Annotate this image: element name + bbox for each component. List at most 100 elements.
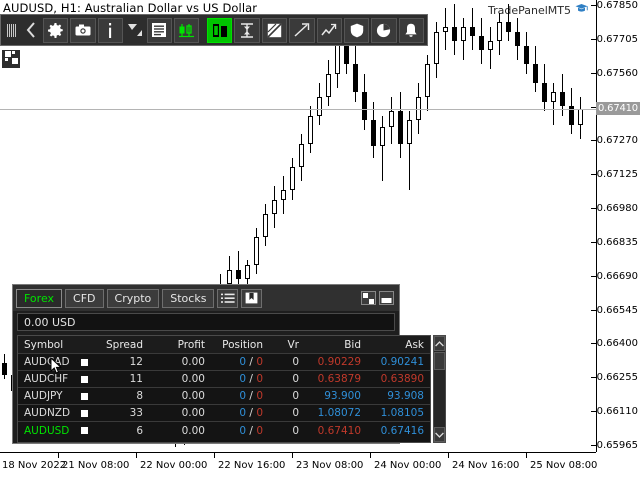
settings-button[interactable] <box>42 17 69 43</box>
candle-body <box>452 27 457 41</box>
grip-icon[interactable] <box>3 19 21 41</box>
candle <box>551 0 560 452</box>
time-axis[interactable]: 18 Nov 2022 21 Nov 08:00 22 Nov 00:00 22 No… <box>0 452 597 480</box>
candle-wick <box>238 251 239 289</box>
cell-position: 0 / 0 <box>239 407 263 419</box>
scroll-down-arrow[interactable] <box>434 427 445 442</box>
symbol-toggle-box[interactable] <box>81 409 88 417</box>
candle <box>434 0 443 452</box>
cell-symbol[interactable]: AUDJPY <box>18 390 94 402</box>
list-view-button[interactable] <box>217 288 239 308</box>
price-tick: 0.66400 <box>590 339 638 349</box>
screenshot-button[interactable] <box>70 17 96 43</box>
price-tick: 0.67125 <box>590 170 638 180</box>
candle <box>308 0 317 452</box>
candlestick-button[interactable] <box>173 17 200 43</box>
table-row[interactable]: AUDCHF 11 0.00 0 / 0 0 0.63879 0.63890 <box>18 371 430 388</box>
table-row[interactable]: AUDJPY 8 0.00 0 / 0 0 93.900 93.908 <box>18 388 430 405</box>
list-button[interactable] <box>146 17 172 43</box>
symbol-toggle-box[interactable] <box>81 392 88 400</box>
candle-wick <box>247 260 248 298</box>
cell-symbol[interactable]: AUDUSD <box>18 425 94 437</box>
candle <box>533 0 542 452</box>
candle <box>470 0 479 452</box>
shield-button[interactable] <box>343 17 370 43</box>
expand-collapse-button[interactable] <box>2 50 20 68</box>
symbol-toggle-box[interactable] <box>81 427 88 434</box>
cell-vr: 0 <box>292 424 299 437</box>
table-header-row: Symbol Spread Profit Position Vr Bid Ask <box>18 336 430 354</box>
table-row[interactable]: AUDNZD 33 0.00 0 / 0 0 1.08072 1.08105 <box>18 405 430 422</box>
cell-vr: 0 <box>292 407 299 419</box>
table-scrollbar[interactable] <box>433 335 446 443</box>
trade-panel[interactable]: Forex CFD Crypto Stocks 0.00 USD Symbol … <box>12 284 446 444</box>
cell-profit: 0.00 <box>181 373 205 385</box>
col-profit[interactable]: Profit <box>177 338 205 351</box>
drawing-button[interactable] <box>261 17 288 43</box>
symbol-label: AUDCHF <box>24 373 69 385</box>
tab-stocks[interactable]: Stocks <box>162 288 215 308</box>
candle-body <box>290 167 295 191</box>
col-position[interactable]: Position <box>222 338 263 351</box>
cell-symbol[interactable]: AUDNZD <box>18 407 94 419</box>
candle-body <box>362 92 367 121</box>
table-row[interactable]: AUDCAD 12 0.00 0 / 0 0 0.90229 0.90241 <box>18 354 430 371</box>
candle <box>227 0 236 452</box>
back-button[interactable] <box>22 18 41 43</box>
candle-body <box>515 31 520 46</box>
col-bid[interactable]: Bid <box>344 338 361 351</box>
scroll-up-arrow[interactable] <box>434 336 445 351</box>
price-tick: 0.67850 <box>590 1 638 11</box>
symbol-label: AUDJPY <box>24 390 63 402</box>
trade-button[interactable] <box>207 17 233 43</box>
zigzag-button[interactable] <box>316 17 342 43</box>
col-ask[interactable]: Ask <box>405 338 424 351</box>
pie-chart-button[interactable] <box>371 17 397 43</box>
candle-body <box>470 27 475 37</box>
candle <box>398 0 407 452</box>
time-tick: 25 Nov 08:00 <box>526 453 597 471</box>
candle <box>443 0 452 452</box>
col-vr[interactable]: Vr <box>287 338 300 351</box>
playback-button[interactable] <box>125 18 144 43</box>
info-button[interactable] <box>97 17 124 43</box>
candle-body <box>524 45 529 65</box>
chart-title: AUDUSD, H1: Australian Dollar vs US Doll… <box>3 1 258 15</box>
scrollbar-thumb[interactable] <box>434 352 445 370</box>
candle <box>362 0 371 452</box>
candle <box>245 0 254 452</box>
candle <box>317 0 326 452</box>
bookmark-button[interactable] <box>241 288 263 308</box>
restore-button[interactable] <box>361 291 376 305</box>
tab-crypto[interactable]: Crypto <box>106 288 160 308</box>
price-tick: 0.66255 <box>590 373 638 383</box>
tab-cfd[interactable]: CFD <box>65 288 104 308</box>
minimize-button[interactable] <box>379 291 394 305</box>
time-tick: 23 Nov 08:00 <box>292 453 363 471</box>
candle <box>578 0 587 452</box>
cell-profit: 0.00 <box>181 407 205 419</box>
bell-button[interactable] <box>398 17 424 43</box>
trendline-button[interactable] <box>289 17 315 43</box>
cell-ask: 0.63890 <box>380 373 424 385</box>
col-spread[interactable]: Spread <box>106 338 143 351</box>
candle <box>497 0 506 452</box>
tab-forex[interactable]: Forex <box>16 288 63 308</box>
symbols-table[interactable]: Symbol Spread Profit Position Vr Bid Ask… <box>17 335 431 443</box>
scrollbar-track[interactable] <box>434 370 445 427</box>
crosshair-button[interactable] <box>234 17 260 43</box>
candle <box>272 0 281 452</box>
candle <box>407 0 416 452</box>
price-axis[interactable]: 0.67850 0.67705 0.67560 0.67410 0.67270 0.671… <box>590 0 640 452</box>
table-row[interactable]: AUDUSD 6 0.00 0 / 0 0 0.67410 0.67416 <box>18 422 430 439</box>
chart-toolbar[interactable] <box>0 14 428 46</box>
cell-bid: 0.63879 <box>317 373 361 385</box>
candle-body <box>227 269 232 284</box>
symbol-toggle-box[interactable] <box>81 375 88 383</box>
col-symbol[interactable]: Symbol <box>24 338 64 351</box>
symbol-toggle-box[interactable] <box>81 358 88 366</box>
time-tick: 24 Nov 16:00 <box>448 453 519 471</box>
cell-symbol[interactable]: AUDCHF <box>18 373 94 385</box>
candle <box>290 0 299 452</box>
candle-body <box>389 111 394 128</box>
